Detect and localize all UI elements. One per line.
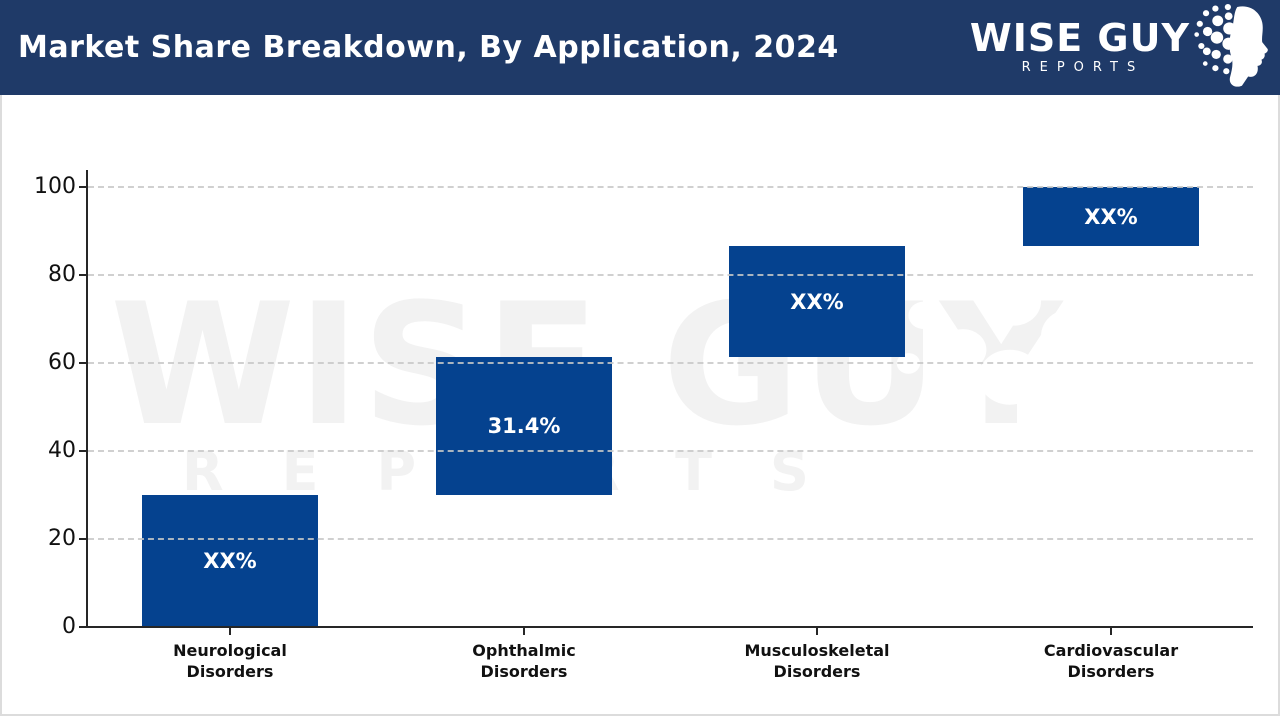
grid-line: [88, 274, 1253, 276]
x-tick-label: Neurological Disorders: [110, 640, 350, 682]
grid-line: [88, 186, 1253, 188]
y-tick-label: 0: [62, 614, 76, 639]
header: Market Share Breakdown, By Application, …: [0, 0, 1280, 95]
y-tick: [79, 626, 86, 628]
logo-wordmark-line2: REPORTS: [1021, 60, 1145, 75]
x-tick-label-line: Ophthalmic: [472, 641, 576, 660]
x-tick: [523, 628, 525, 635]
bar-value-label: 31.4%: [487, 413, 561, 438]
y-tick: [79, 274, 86, 276]
logo-head-icon: [1194, 4, 1268, 87]
bar-value-label: XX%: [203, 549, 257, 573]
y-tick: [79, 450, 86, 452]
x-tick-label-line: Neurological: [173, 641, 287, 660]
bar-value-label: XX%: [1084, 204, 1138, 229]
x-tick-label-line: Disorders: [773, 662, 861, 681]
y-tick-label: 20: [48, 526, 76, 551]
x-tick-label: Ophthalmic Disorders: [404, 640, 644, 682]
y-axis-line: [86, 170, 88, 628]
bar: XX%: [1023, 187, 1199, 247]
y-tick-label: 100: [34, 174, 76, 199]
x-axis-line: [88, 626, 1253, 628]
chart-frame: [0, 95, 1280, 716]
logo-wordmark-line1: WISE GUY: [969, 16, 1190, 60]
grid-line: [88, 450, 1253, 452]
logo-wordmark: WISE GUY REPORTS: [970, 17, 1190, 75]
x-tick-label-line: Disorders: [186, 662, 274, 681]
chart-title: Market Share Breakdown, By Application, …: [18, 30, 839, 65]
y-tick-label: 40: [48, 438, 76, 463]
x-tick: [229, 628, 231, 635]
y-tick: [79, 186, 86, 188]
y-tick: [79, 538, 86, 540]
y-tick-label: 60: [48, 350, 76, 375]
grid-line: [88, 538, 1253, 540]
x-tick-label: Musculoskeletal Disorders: [697, 640, 937, 682]
x-tick: [816, 628, 818, 635]
bar-value-label: XX%: [790, 289, 844, 314]
y-tick-label: 80: [48, 262, 76, 287]
x-tick-label-line: Disorders: [480, 662, 568, 681]
x-tick-label-line: Cardiovascular: [1043, 641, 1179, 660]
bar: XX%: [142, 495, 318, 627]
grid-line: [88, 362, 1253, 364]
bar: 31.4%: [436, 356, 612, 495]
x-tick: [1110, 628, 1112, 635]
brand-logo: WISE GUY REPORTS: [970, 4, 1270, 88]
bar: XX%: [729, 246, 905, 357]
y-tick: [79, 362, 86, 364]
x-tick-label-line: Musculoskeletal: [744, 641, 890, 660]
x-tick-label: Cardiovascular Disorders: [991, 640, 1231, 682]
x-tick-label-line: Disorders: [1067, 662, 1155, 681]
